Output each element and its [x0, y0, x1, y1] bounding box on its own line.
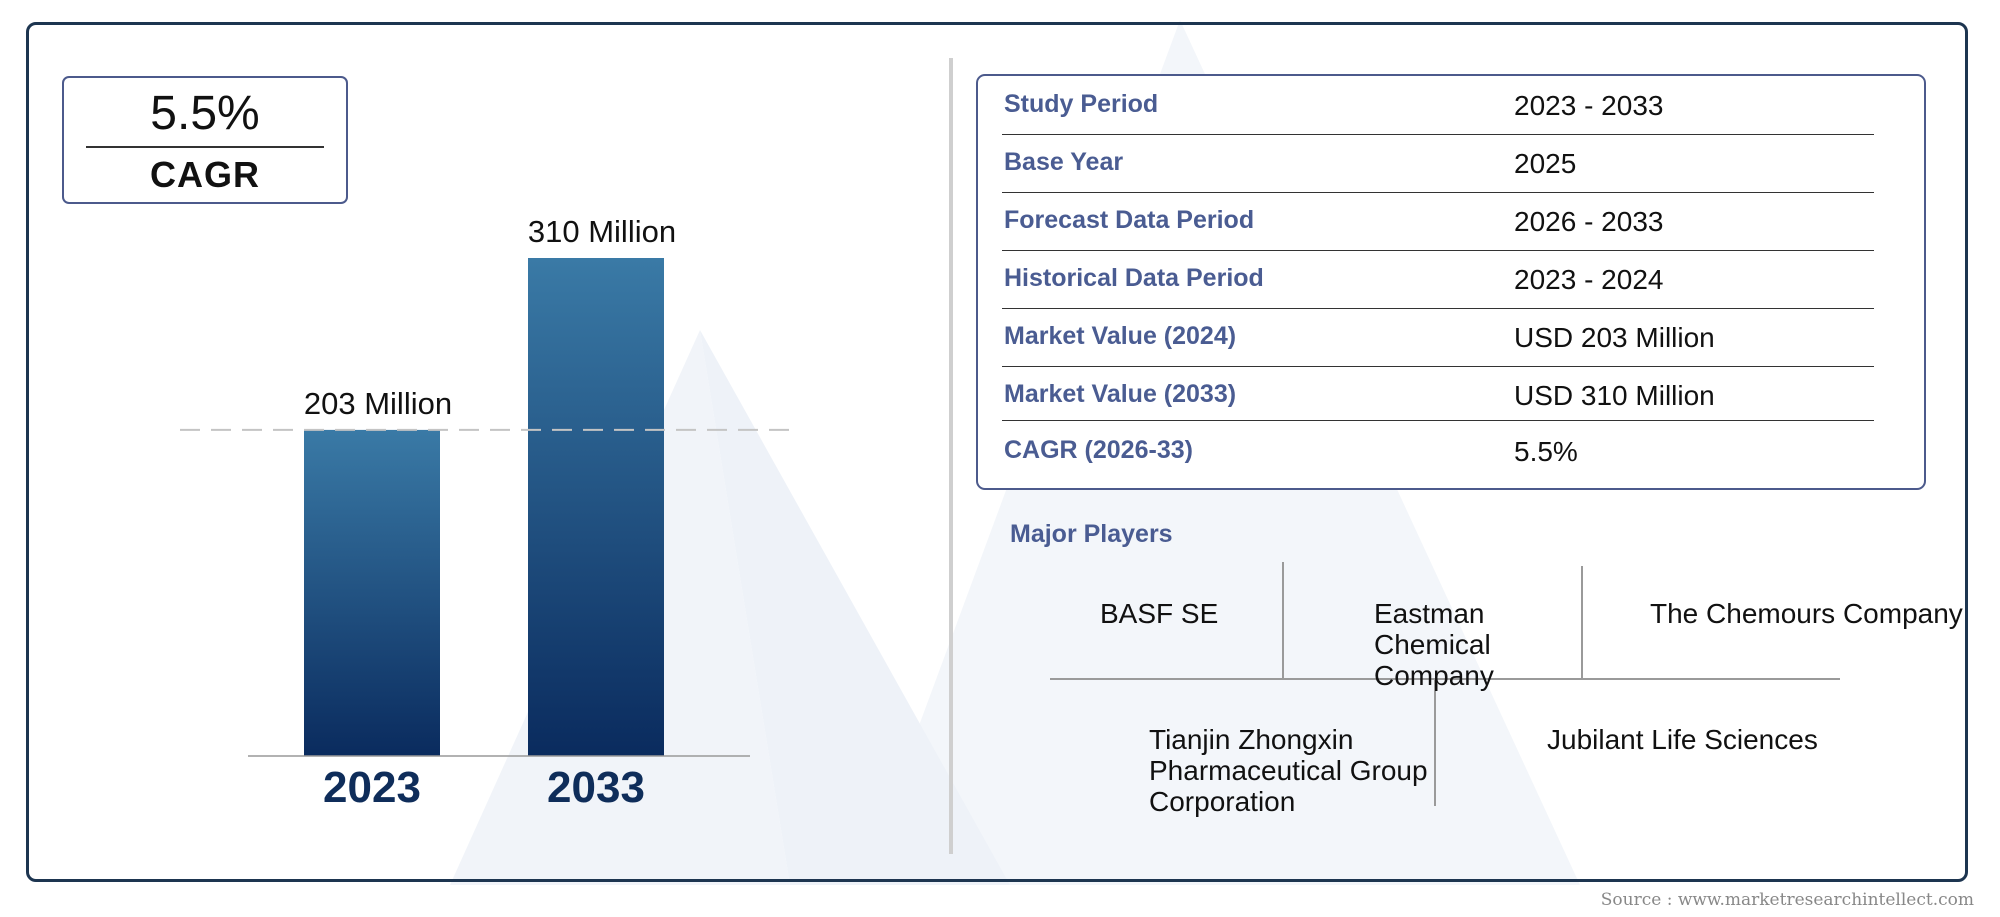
cagr-box: 5.5% CAGR [62, 76, 348, 204]
row-label: Study Period [1004, 90, 1159, 118]
row-label: Forecast Data Period [1004, 206, 1255, 234]
row-label: Market Value (2033) [1004, 380, 1237, 408]
player-name: The Chemours Company [1650, 598, 1963, 629]
bar-chart: 203 Million 2023 310 Million 2033 [180, 214, 790, 812]
table-row: Market Value (2024) USD 203 Million [1002, 322, 1874, 367]
source-credit: Source : www.marketresearchintellect.com [1600, 890, 1974, 910]
row-value: 2025 [1514, 148, 1577, 179]
player-name: Eastman Chemical Company [1374, 598, 1494, 691]
row-value: USD 203 Million [1514, 322, 1715, 353]
row-value: 5.5% [1514, 436, 1578, 467]
row-label: CAGR (2026-33) [1004, 436, 1193, 464]
player-separator [1434, 680, 1436, 806]
table-row: Study Period 2023 - 2033 [1002, 90, 1874, 135]
major-players-title: Major Players [1010, 520, 1173, 548]
table-row: Base Year 2025 [1002, 148, 1874, 193]
row-label: Base Year [1004, 148, 1124, 176]
player-name: Jubilant Life Sciences [1547, 724, 1818, 755]
cagr-label: CAGR [150, 154, 260, 195]
bar-2033 [528, 258, 664, 756]
market-summary-table: Study Period 2023 - 2033 Base Year 2025 … [976, 74, 1926, 490]
player-grid-line [1050, 678, 1840, 680]
table-row: Market Value (2033) USD 310 Million [1002, 380, 1874, 421]
table-row: CAGR (2026-33) 5.5% [1002, 436, 1874, 476]
row-value: 2023 - 2033 [1514, 90, 1664, 121]
cagr-divider [86, 146, 324, 148]
bar-2023 [304, 429, 440, 756]
player-separator [1282, 562, 1284, 678]
table-row: Historical Data Period 2023 - 2024 [1002, 264, 1874, 309]
data-label: 310 Million [528, 214, 676, 249]
panel-divider [949, 58, 953, 854]
x-tick-label: 2023 [323, 763, 421, 812]
row-label: Historical Data Period [1004, 264, 1264, 292]
row-value: USD 310 Million [1514, 380, 1715, 411]
x-tick-label: 2033 [547, 763, 645, 812]
row-label: Market Value (2024) [1004, 322, 1237, 350]
cagr-value: 5.5% [150, 87, 260, 140]
player-name: Tianjin Zhongxin Pharmaceutical Group Co… [1149, 724, 1428, 817]
outer-frame [26, 22, 1968, 882]
table-row: Forecast Data Period 2026 - 2033 [1002, 206, 1874, 251]
data-label: 203 Million [304, 386, 452, 421]
row-value: 2026 - 2033 [1514, 206, 1664, 237]
player-separator [1581, 566, 1583, 678]
player-name: BASF SE [1100, 598, 1219, 629]
row-value: 2023 - 2024 [1514, 264, 1664, 295]
